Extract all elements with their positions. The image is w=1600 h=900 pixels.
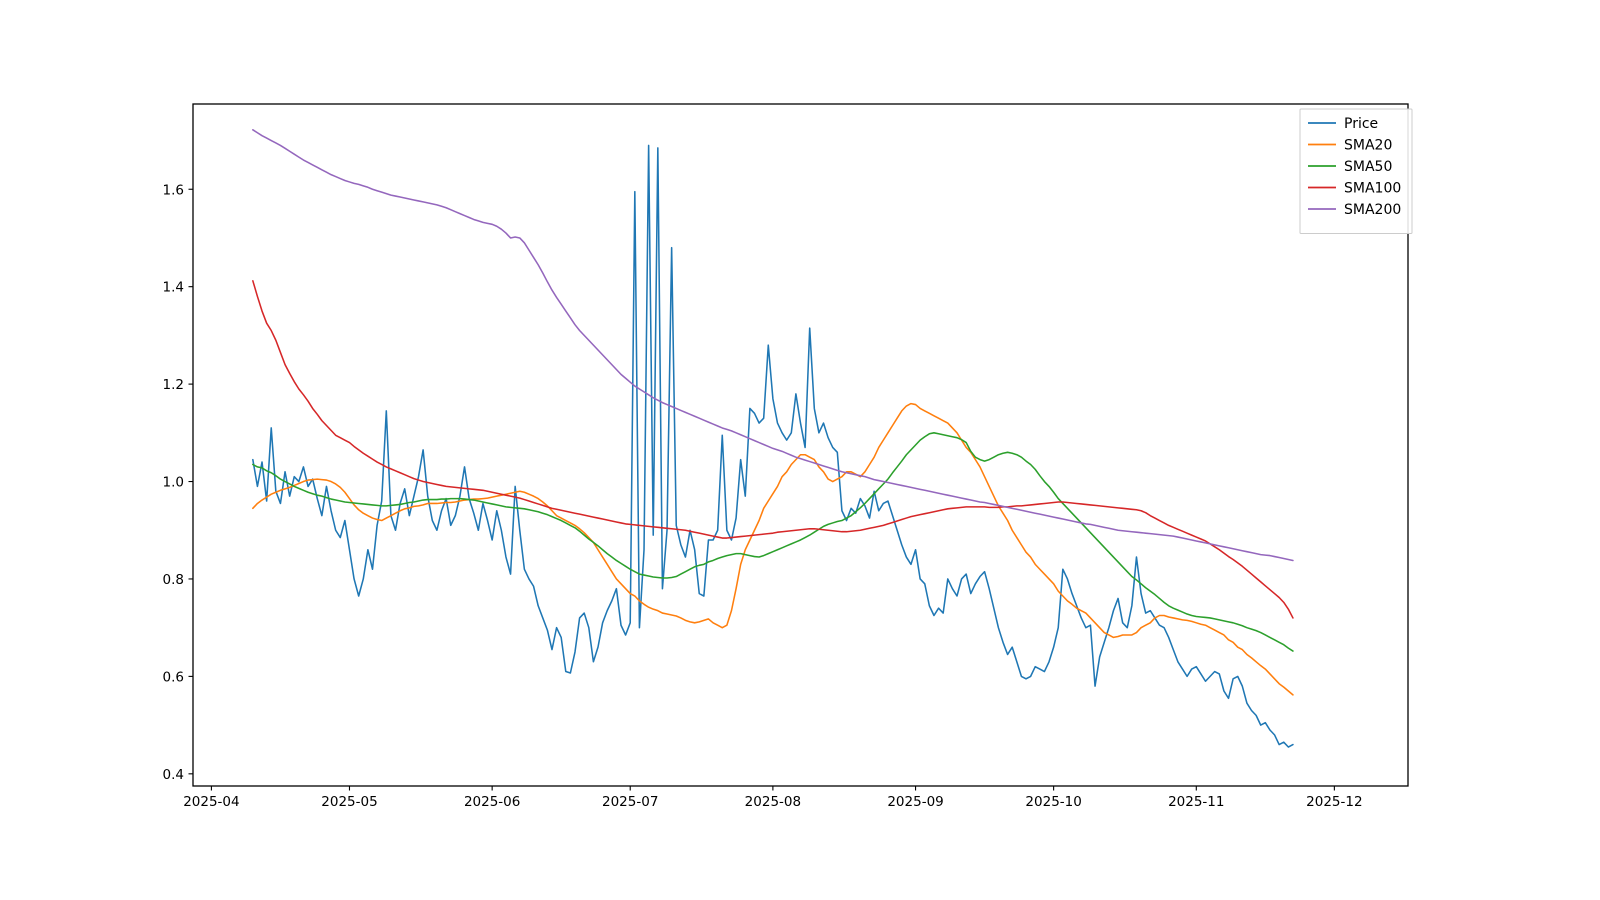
x-tick-label: 2025-04: [183, 794, 239, 810]
series-line-sma200: [252, 129, 1294, 562]
plot-frame: [192, 103, 1409, 787]
x-tick-label: 2025-12: [1306, 794, 1362, 810]
y-tick-label: 0.4: [163, 767, 184, 783]
legend-label-sma20[interactable]: SMA20: [1344, 138, 1392, 154]
legend-label-sma100[interactable]: SMA100: [1344, 181, 1401, 197]
series-lines: [252, 129, 1294, 748]
x-tick-label: 2025-07: [602, 794, 658, 810]
y-tick-label: 1.2: [163, 377, 184, 393]
series-line-sma50: [252, 432, 1294, 652]
axes: 2025-04 2025-05 2025-06 2025-07 2025-08 2025-…: [163, 103, 1409, 810]
series-line-sma20: [252, 402, 1294, 696]
y-tick-label: 0.8: [163, 572, 184, 588]
series-line-sma100: [252, 280, 1294, 619]
x-tick-label: 2025-06: [464, 794, 520, 810]
chart-legend[interactable]: Price SMA20 SMA50 SMA100 SMA200: [1299, 108, 1413, 234]
legend-label-sma200[interactable]: SMA200: [1344, 202, 1401, 218]
x-tick-label: 2025-09: [887, 794, 943, 810]
legend-frame: [1299, 108, 1413, 234]
legend-label-sma50[interactable]: SMA50: [1344, 159, 1392, 175]
x-tick-label: 2025-10: [1025, 794, 1081, 810]
y-tick-label: 0.6: [163, 669, 184, 685]
x-tick-label: 2025-08: [745, 794, 801, 810]
x-tick-label: 2025-11: [1168, 794, 1224, 810]
x-tick-label: 2025-05: [321, 794, 377, 810]
y-tick-label: 1.6: [163, 182, 184, 198]
legend-label-price[interactable]: Price: [1344, 116, 1378, 132]
series-line-price: [252, 144, 1294, 748]
y-tick-label: 1.4: [163, 280, 184, 296]
y-tick-label: 1.0: [163, 475, 184, 491]
